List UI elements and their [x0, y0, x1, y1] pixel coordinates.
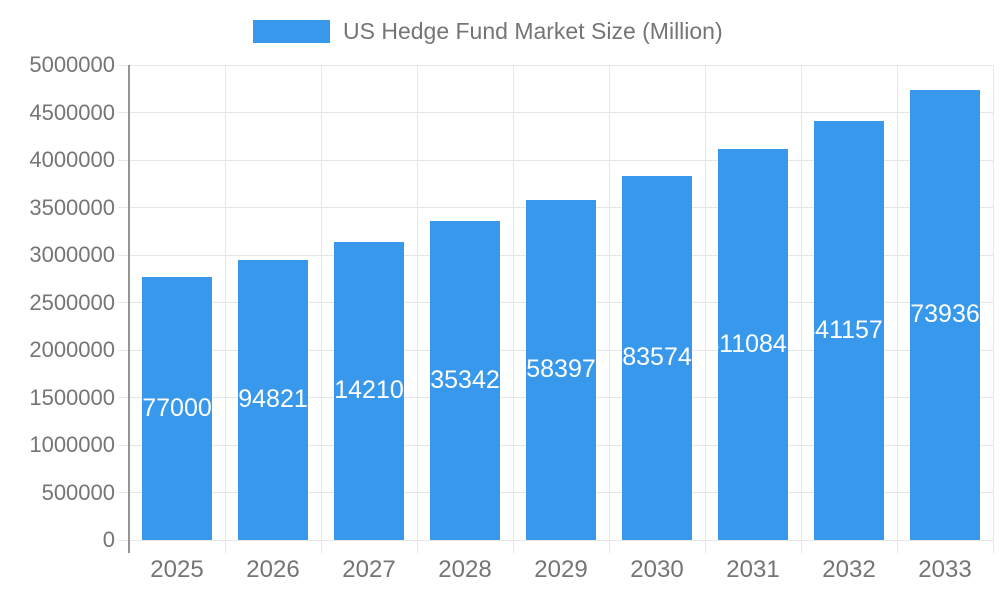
bar[interactable]: 4411573: [814, 120, 884, 540]
y-axis-tick-label: 2000000: [29, 337, 115, 362]
y-axis-tick-label: 5000000: [29, 52, 115, 77]
bar[interactable]: 2770000: [142, 276, 212, 540]
bar-value-label: 3353421: [430, 366, 500, 395]
y-gridline: [118, 159, 993, 161]
x-axis-tick-label: 2027: [342, 556, 396, 583]
x-gridline: [512, 65, 514, 553]
x-axis-tick-label: 2031: [726, 556, 780, 583]
legend-label: US Hedge Fund Market Size (Million): [343, 18, 723, 44]
x-gridline: [416, 65, 418, 553]
y-axis-line: [128, 65, 130, 553]
x-axis-tick-label: 2032: [822, 556, 876, 583]
x-gridline: [608, 65, 610, 553]
bar-value-label: 4110841: [718, 330, 788, 359]
y-axis-tick-label: 0: [102, 527, 115, 552]
x-axis-tick-label: 2025: [150, 556, 204, 583]
bar-value-label: 3835743: [622, 343, 692, 372]
y-axis-tick-label: 3500000: [29, 194, 115, 220]
y-axis-tick-label: 1000000: [29, 432, 115, 457]
y-gridline: [118, 64, 993, 66]
y-gridline: [118, 112, 993, 113]
legend-swatch-icon: [253, 20, 330, 43]
bar[interactable]: 3353421: [430, 221, 500, 540]
bar[interactable]: 3142105: [334, 241, 404, 540]
y-axis-tick-label: 3000000: [29, 242, 115, 267]
bar[interactable]: 3835743: [622, 175, 692, 540]
y-axis-tick-label: 500000: [41, 479, 115, 505]
bar[interactable]: 4110841: [718, 149, 788, 540]
bar-value-label: 4739362: [910, 300, 980, 329]
x-gridline: [704, 65, 706, 553]
bar-value-label: 3142105: [334, 376, 404, 405]
bar-value-label: 3583978: [526, 355, 596, 384]
bar[interactable]: 4739362: [910, 89, 980, 540]
bar[interactable]: 3583978: [526, 199, 596, 540]
bar[interactable]: 2948210: [238, 259, 308, 540]
x-gridline: [224, 65, 226, 553]
x-gridline: [896, 65, 898, 553]
legend[interactable]: US Hedge Fund Market Size (Million): [253, 20, 723, 43]
y-axis-tick-label: 1500000: [29, 384, 115, 410]
x-gridline: [992, 65, 994, 553]
bar-value-label: 4411573: [814, 315, 884, 344]
x-axis-tick-label: 2029: [534, 556, 588, 583]
x-gridline: [800, 65, 802, 553]
x-axis-tick-label: 2026: [246, 556, 300, 583]
y-gridline: [118, 539, 993, 541]
y-axis-tick-label: 2500000: [29, 289, 115, 315]
y-axis-tick-label: 4000000: [29, 147, 115, 172]
bar-value-label: 2948210: [238, 385, 308, 414]
y-axis-tick-label: 4500000: [29, 99, 115, 125]
bar-value-label: 2770000: [142, 393, 212, 422]
x-axis-tick-label: 2033: [918, 556, 972, 583]
x-gridline: [320, 65, 322, 553]
x-axis-tick-label: 2030: [630, 556, 684, 583]
x-axis-tick-label: 2028: [438, 556, 492, 583]
